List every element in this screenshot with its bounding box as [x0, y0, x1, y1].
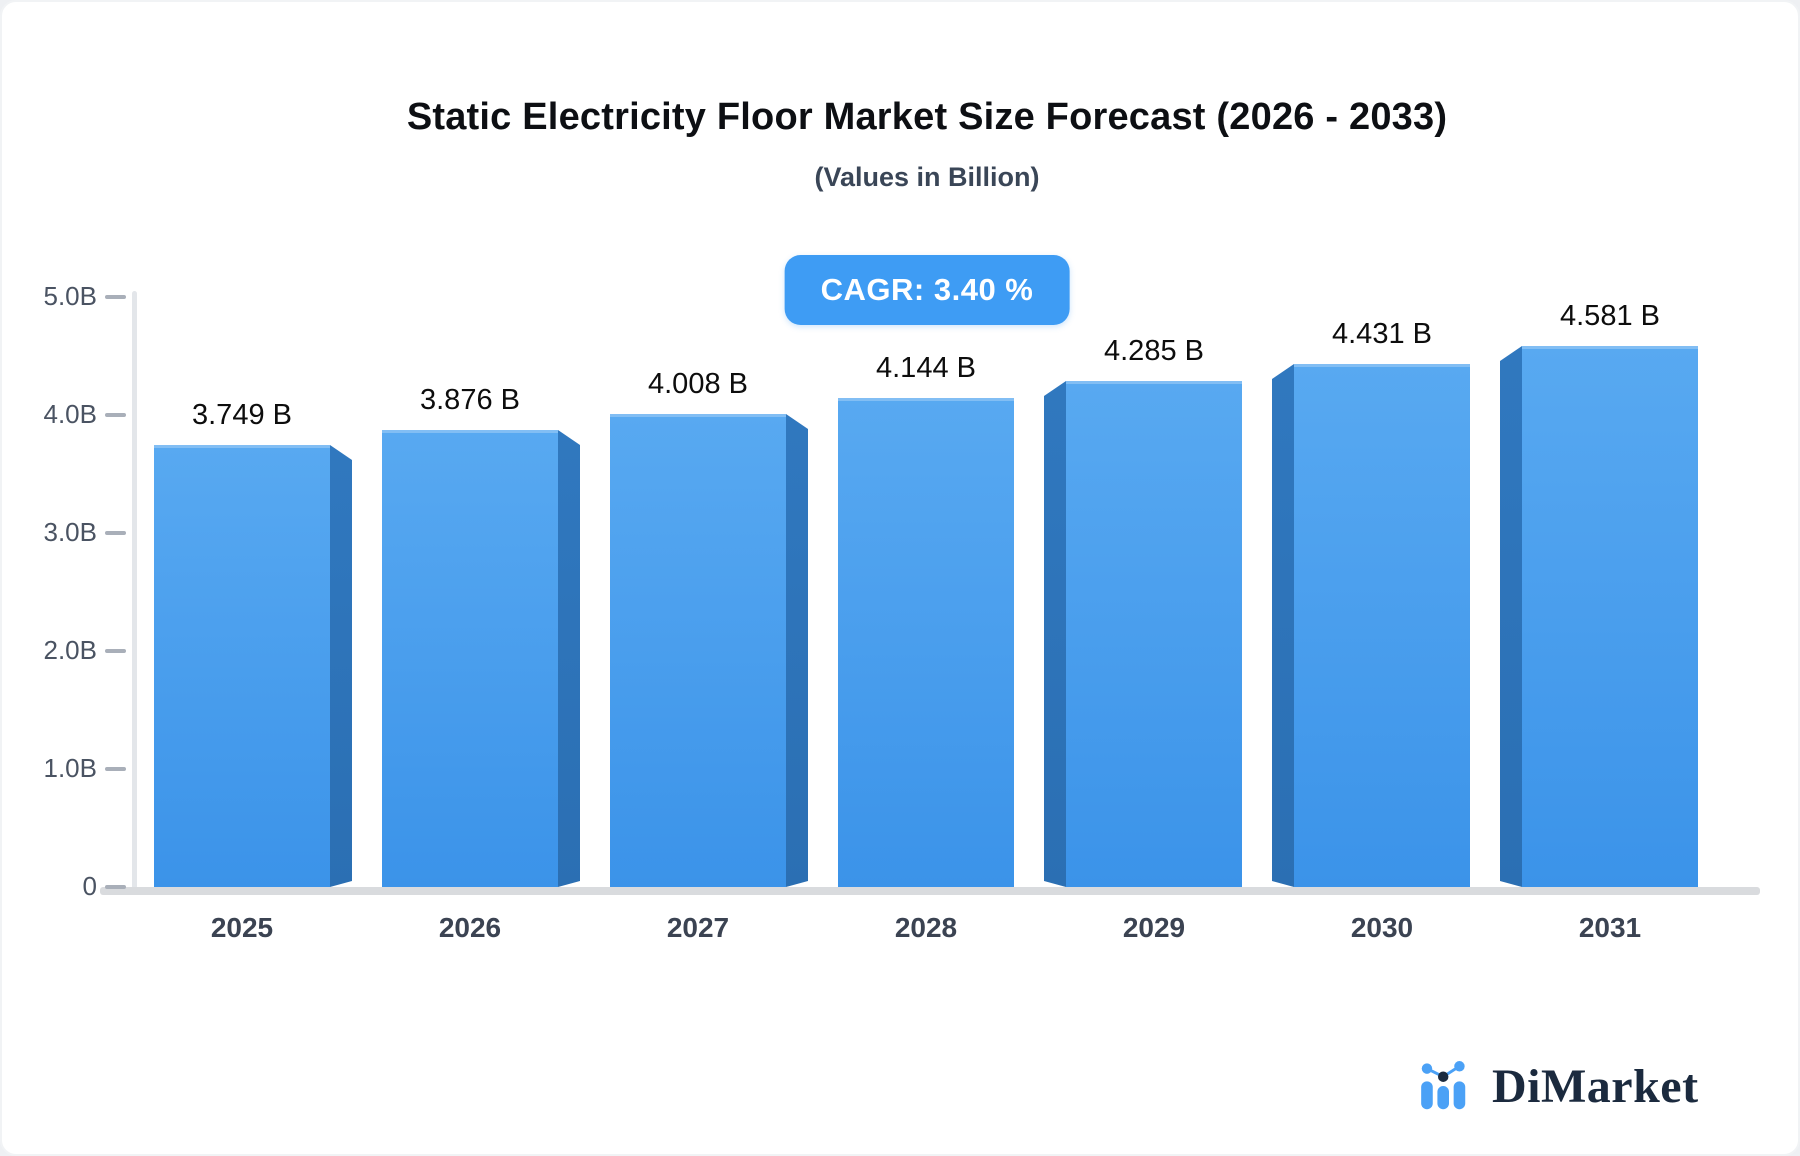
dimarket-logo-icon: [1421, 1061, 1466, 1110]
y-axis-tick: [105, 767, 126, 771]
bar-value-label: 4.431 B: [1332, 318, 1432, 350]
x-axis-label: 2027: [666, 912, 730, 943]
x-axis-label: 2029: [1122, 912, 1186, 943]
y-axis-label: 2.0B: [43, 635, 98, 665]
x-axis-label: 2031: [1578, 912, 1642, 943]
bar: [610, 414, 786, 887]
bar-top-highlight: [610, 414, 786, 417]
bar-top-highlight: [1294, 364, 1470, 367]
bar-side-face: [1044, 381, 1066, 887]
bar: [1522, 346, 1698, 887]
y-axis-tick: [105, 649, 126, 653]
bar-top-highlight: [1066, 381, 1242, 384]
bar-value-label: 4.008 B: [648, 368, 748, 400]
bar-side-face: [558, 430, 580, 887]
x-axis-label: 2026: [438, 912, 502, 943]
bar: [1294, 364, 1470, 887]
y-axis-tick: [105, 413, 126, 417]
y-axis-label: 1.0B: [43, 753, 98, 783]
bar: [838, 398, 1014, 887]
y-axis-label: 5.0B: [43, 281, 98, 311]
y-axis-tick: [105, 295, 126, 299]
bar-side-face: [330, 445, 352, 887]
y-axis-label: 0: [82, 871, 97, 901]
chart-title: Static Electricity Floor Market Size For…: [406, 96, 1448, 138]
bar: [382, 430, 558, 887]
bar: [1066, 381, 1242, 887]
bar-value-label: 3.749 B: [192, 399, 292, 431]
dimarket-logo: DiMarket: [1420, 1046, 1760, 1126]
bar-value-label: 3.876 B: [420, 384, 520, 416]
bar: [154, 445, 330, 887]
x-axis-label: 2025: [210, 912, 274, 943]
y-axis-label: 4.0B: [43, 399, 98, 429]
x-axis-label: 2030: [1350, 912, 1414, 943]
y-axis-label: 3.0B: [43, 517, 98, 547]
bar-side-face: [1500, 346, 1522, 887]
x-axis-label: 2028: [894, 912, 958, 943]
bar-side-face: [786, 414, 808, 887]
dimarket-logo-text: DiMarket: [1492, 1059, 1699, 1113]
bar-top-highlight: [1522, 346, 1698, 349]
bar-top-highlight: [382, 430, 558, 433]
x-axis-baseline: [100, 887, 1760, 895]
y-axis-tick: [105, 885, 126, 889]
y-axis-line: [132, 291, 137, 895]
cagr-badge: CAGR: 3.40 %: [784, 255, 1070, 325]
bar-value-label: 4.144 B: [876, 352, 976, 384]
bar-value-label: 4.285 B: [1104, 335, 1204, 367]
chart-subtitle: (Values in Billion): [814, 162, 1040, 192]
y-axis-tick: [105, 531, 126, 535]
bar-top-highlight: [154, 445, 330, 448]
bar-value-label: 4.581 B: [1560, 300, 1660, 332]
bar-side-face: [1272, 364, 1294, 887]
bar-top-highlight: [838, 398, 1014, 401]
